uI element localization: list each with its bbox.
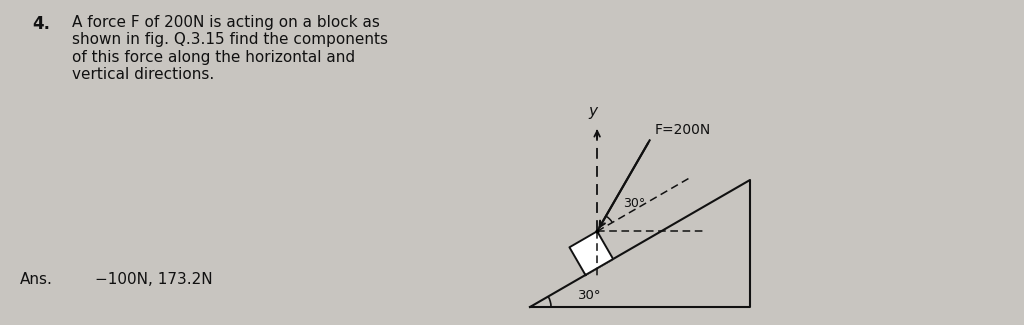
Polygon shape — [569, 231, 613, 275]
Text: 30°: 30° — [623, 197, 645, 210]
Text: −100N, 173.2N: −100N, 173.2N — [95, 272, 213, 287]
Text: Ans.: Ans. — [20, 272, 53, 287]
Text: F=200N: F=200N — [654, 124, 711, 137]
Text: 30°: 30° — [578, 289, 601, 302]
Text: 4.: 4. — [32, 15, 50, 33]
Text: y: y — [589, 104, 598, 119]
Text: A force F of 200N is acting on a block as
shown in fig. Q.3.15 find the componen: A force F of 200N is acting on a block a… — [72, 15, 388, 82]
